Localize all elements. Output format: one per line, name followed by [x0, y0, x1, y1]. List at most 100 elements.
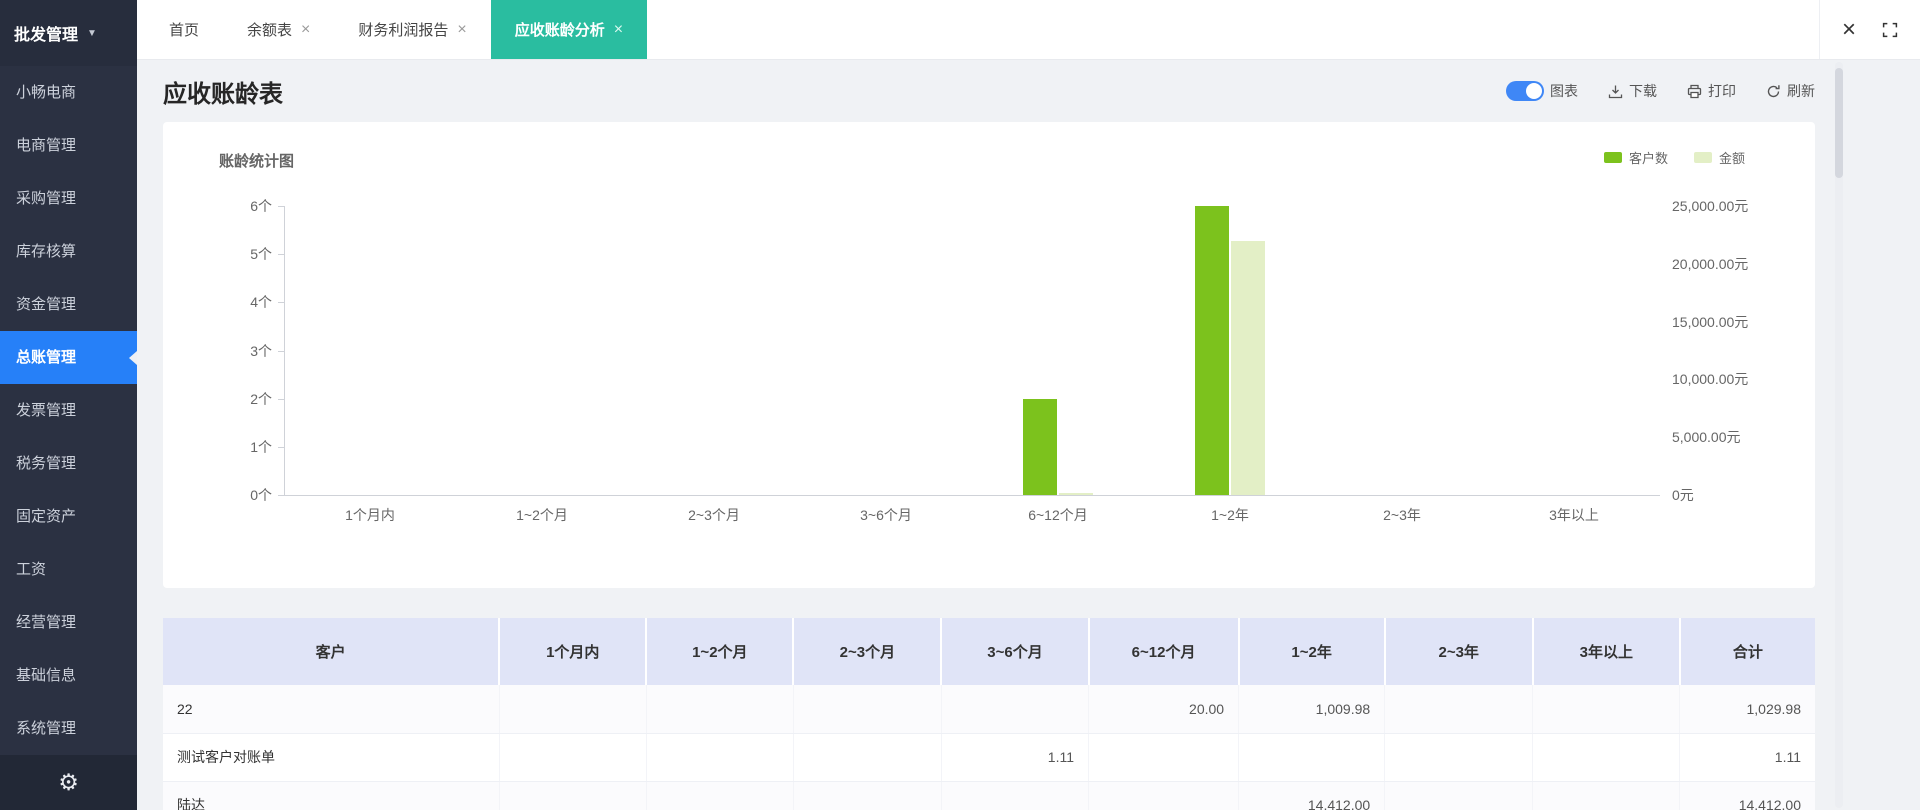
table-row: 陆达 14,412.00 14,412.00	[163, 781, 1815, 810]
close-icon[interactable]: ×	[1841, 15, 1856, 43]
sidebar-header-menu[interactable]: 批发管理 ▼	[0, 0, 137, 66]
tab-bar: 首页 余额表 × 财务利润报告 × 应收账龄分析 × ×	[137, 0, 1920, 60]
y-axis-tick-label: 5个	[250, 246, 272, 263]
amount-cell: 1.11	[1679, 733, 1815, 782]
gear-icon[interactable]: ⚙	[58, 769, 79, 795]
sidebar-header-label: 批发管理	[14, 27, 79, 44]
tabs: 首页 余额表 × 财务利润报告 × 应收账龄分析 ×	[137, 0, 648, 59]
y2-axis-tick-label: 0元	[1672, 487, 1694, 503]
scrollbar-thumb[interactable]	[1835, 68, 1843, 178]
page-header: 应收账龄表 图表 下载	[137, 60, 1920, 122]
scrollbar	[1835, 62, 1843, 808]
sidebar-item-6[interactable]: 发票管理	[16, 402, 77, 419]
close-icon[interactable]: ×	[457, 20, 467, 38]
tab-0[interactable]: 首页	[145, 0, 223, 59]
tab-2[interactable]: 财务利润报告 ×	[334, 0, 490, 59]
y-axis-tick	[278, 351, 284, 352]
sidebar-item-0[interactable]: 小畅电商	[16, 84, 77, 101]
amount-cell: 14,412.00	[1238, 781, 1386, 810]
column-header: 1~2个月	[646, 618, 795, 685]
table-row: 22 20.00 1,009.98 1,029.98	[163, 685, 1815, 734]
amount-cell: 1,029.98	[1679, 685, 1815, 734]
column-header: 客户	[163, 618, 501, 685]
sidebar-item-4[interactable]: 资金管理	[16, 296, 77, 313]
legend-item-1[interactable]: 金额	[1693, 148, 1745, 167]
amount-cell	[1384, 733, 1534, 782]
print-label: 打印	[1708, 83, 1736, 99]
chart-toggle[interactable]: 图表	[1506, 81, 1578, 101]
amount-cell	[1532, 685, 1681, 734]
amount-cell	[793, 733, 942, 782]
sidebar-item-10[interactable]: 经营管理	[16, 614, 77, 631]
close-icon[interactable]: ×	[613, 20, 624, 38]
column-header: 1个月内	[499, 618, 648, 685]
chevron-down-icon: ▼	[87, 27, 97, 39]
sidebar-item-12[interactable]: 系统管理	[16, 720, 77, 737]
table-header-row: 客户 1个月内 1~2个月 2~3个月 3~6个月 6~12个月 1~2年 2~3年 3年以上合…	[163, 618, 1815, 685]
legend-label: 客户数	[1628, 151, 1668, 166]
close-icon[interactable]: ×	[301, 20, 311, 38]
print-icon	[1687, 84, 1702, 99]
column-header: 3年以上	[1532, 618, 1681, 685]
sidebar-item-3[interactable]: 库存核算	[16, 243, 77, 260]
amount-cell	[1238, 733, 1386, 782]
tab-3[interactable]: 应收账龄分析 ×	[490, 0, 648, 59]
tab-label: 应收账龄分析	[514, 22, 605, 39]
tab-1[interactable]: 余额表 ×	[223, 0, 334, 59]
tab-label: 首页	[169, 22, 200, 39]
print-button[interactable]: 打印	[1687, 81, 1736, 101]
amount-cell: 1,009.98	[1238, 685, 1386, 734]
amount-cell	[1532, 781, 1681, 810]
amount-cell	[1384, 685, 1534, 734]
download-button[interactable]: 下载	[1608, 81, 1657, 101]
amount-cell: 14,412.00	[1679, 781, 1815, 810]
amount-cell: 20.00	[1088, 685, 1240, 734]
y-axis-tick-label: 6个	[250, 198, 272, 214]
refresh-label: 刷新	[1787, 83, 1815, 99]
x-axis-category-label: 2~3年	[1383, 507, 1421, 523]
legend-label: 金额	[1718, 151, 1745, 166]
refresh-button[interactable]: 刷新	[1766, 81, 1815, 101]
customer-cell: 陆达	[163, 781, 500, 810]
legend-item-0[interactable]: 客户数	[1603, 148, 1668, 167]
x-axis-category-label: 1~2个月	[516, 507, 568, 523]
amount-cell: 1.11	[941, 733, 1090, 782]
sidebar-item-11[interactable]: 基础信息	[16, 667, 77, 684]
chart-toggle-label: 图表	[1550, 83, 1578, 99]
column-header: 3~6个月	[941, 618, 1090, 685]
y-axis-tick-label: 3个	[250, 342, 272, 359]
page-title: 应收账龄表	[163, 80, 283, 108]
y-axis-tick	[278, 447, 284, 448]
amount-cell	[1532, 733, 1681, 782]
column-header: 2~3年	[1384, 618, 1534, 685]
sidebar-item-1[interactable]: 电商管理	[16, 137, 77, 154]
sidebar-item-8[interactable]: 固定资产	[16, 508, 77, 525]
sidebar-item-2[interactable]: 采购管理	[16, 190, 77, 207]
y2-axis-tick-label: 10,000.00元	[1672, 371, 1749, 388]
toggle-switch-icon[interactable]	[1506, 81, 1544, 101]
column-header: 1~2年	[1238, 618, 1386, 685]
legend-swatch	[1693, 152, 1712, 163]
fullscreen-icon[interactable]	[1882, 22, 1898, 38]
y-axis-tick	[278, 254, 284, 255]
x-axis-line	[284, 495, 1660, 496]
aging-chart-card: 账龄统计图 客户数 金额 6个 5个 4个 3个 2个 1个 0个 25,000.00元 20,0…	[163, 122, 1815, 588]
y-axis-tick-label: 1个	[250, 438, 272, 455]
window-controls: ×	[1818, 0, 1920, 59]
sidebar-item-5[interactable]: 总账管理	[0, 331, 137, 384]
y2-axis-tick-label: 25,000.00元	[1672, 198, 1749, 214]
sidebar-item-9[interactable]: 工资	[16, 561, 47, 578]
y-axis-tick	[278, 206, 284, 207]
legend-swatch	[1603, 152, 1622, 163]
y-axis-tick-label: 2个	[250, 390, 272, 407]
y-axis-tick	[278, 495, 284, 496]
customer-cell: 22	[163, 685, 500, 734]
sidebar-item-7[interactable]: 税务管理	[16, 455, 77, 472]
aging-table-wrap: 客户 1个月内 1~2个月 2~3个月 3~6个月 6~12个月 1~2年 2~3年 3年以上合…	[163, 618, 1815, 810]
y-axis-line	[284, 206, 285, 495]
x-axis-category-label: 3年以上	[1549, 507, 1599, 523]
y2-axis-tick-label: 5,000.00元	[1672, 429, 1741, 446]
y-axis-tick-label: 0个	[250, 487, 272, 503]
tab-label: 余额表	[247, 22, 293, 39]
download-label: 下载	[1629, 83, 1657, 99]
